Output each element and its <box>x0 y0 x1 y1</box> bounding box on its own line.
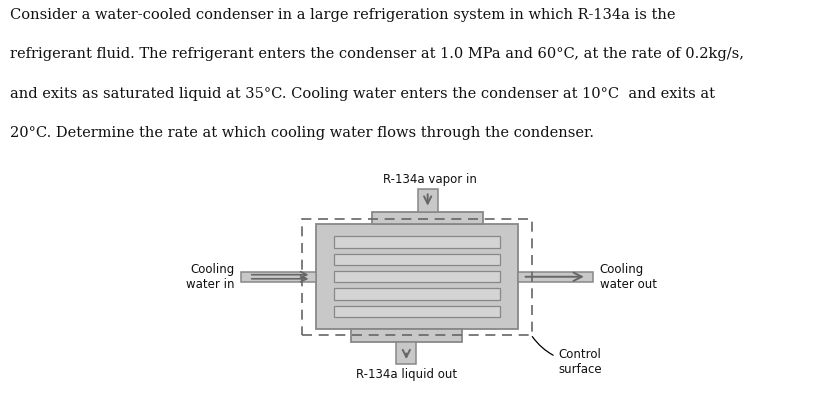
Bar <box>418 189 438 212</box>
Text: Consider a water-cooled condenser in a large refrigeration system in which R-134: Consider a water-cooled condenser in a l… <box>10 8 676 22</box>
Text: R-134a vapor in: R-134a vapor in <box>384 174 477 186</box>
Bar <box>315 224 519 329</box>
Bar <box>519 272 593 282</box>
Bar <box>334 236 500 247</box>
Bar <box>241 272 315 282</box>
Bar <box>350 329 462 342</box>
Bar <box>302 219 532 335</box>
Text: refrigerant fluid. The refrigerant enters the condenser at 1.0 MPa and 60°C, at : refrigerant fluid. The refrigerant enter… <box>10 47 744 61</box>
Text: and exits as saturated liquid at 35°C. Cooling water enters the condenser at 10°: and exits as saturated liquid at 35°C. C… <box>10 87 715 101</box>
Bar <box>334 288 500 300</box>
Bar <box>396 342 416 364</box>
Text: Cooling
water in: Cooling water in <box>186 263 234 291</box>
Text: 20°C. Determine the rate at which cooling water flows through the condenser.: 20°C. Determine the rate at which coolin… <box>10 126 594 140</box>
Bar <box>334 271 500 282</box>
Text: R-134a liquid out: R-134a liquid out <box>356 368 457 381</box>
Bar <box>334 254 500 265</box>
Bar <box>372 212 484 224</box>
Text: Control
surface: Control surface <box>532 337 602 376</box>
Bar <box>334 306 500 317</box>
Text: Cooling
water out: Cooling water out <box>600 263 656 291</box>
